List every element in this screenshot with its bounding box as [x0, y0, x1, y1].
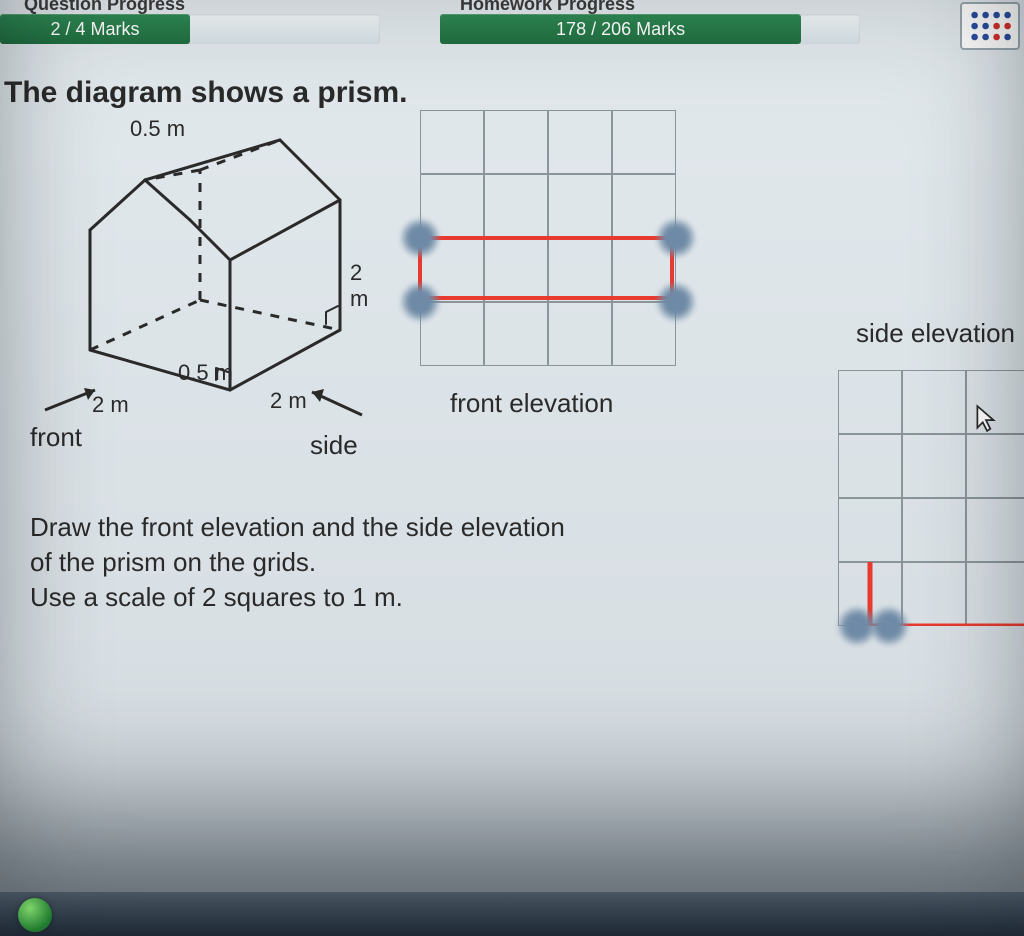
prism-diagram: 0.5 m 2 m 0.5 m 2 m 2 m front side: [30, 110, 370, 440]
drag-handle[interactable]: [656, 218, 696, 258]
side-elevation-grid[interactable]: [838, 370, 1024, 626]
question-progress-label: Question Progress: [24, 0, 185, 15]
front-elevation-answer[interactable]: [418, 236, 674, 300]
homework-progress-label: Homework Progress: [460, 0, 635, 15]
drag-handle[interactable]: [656, 282, 696, 322]
top-progress-bar: Question Progress 2 / 4 Marks Homework P…: [0, 0, 1024, 48]
front-arrow-label: front: [30, 422, 82, 453]
dim-top: 0.5 m: [130, 116, 185, 142]
front-elevation-grid[interactable]: [420, 110, 676, 366]
homework-progress-track: 178 / 206 Marks: [440, 14, 860, 44]
instruction-line-3: Use a scale of 2 squares to 1 m.: [30, 580, 565, 615]
taskbar: [0, 892, 1024, 936]
question-title: The diagram shows a prism.: [4, 76, 407, 110]
instruction-line-1: Draw the front elevation and the side el…: [30, 510, 565, 545]
question-content: The diagram shows a prism.: [0, 70, 1024, 936]
drag-handle[interactable]: [869, 606, 909, 646]
uk-flag-icon: [968, 9, 1012, 43]
drag-handle[interactable]: [400, 282, 440, 322]
homework-progress-fill: 178 / 206 Marks: [440, 14, 801, 44]
side-elevation-label: side elevation: [856, 318, 1015, 349]
flag-button[interactable]: [960, 2, 1020, 50]
dim-height: 2 m: [350, 260, 370, 312]
start-button[interactable]: [18, 898, 52, 932]
instruction-line-2: of the prism on the grids.: [30, 545, 565, 580]
question-progress-fill: 2 / 4 Marks: [0, 14, 190, 44]
drag-handle[interactable]: [400, 218, 440, 258]
instruction-text: Draw the front elevation and the side el…: [30, 510, 565, 615]
question-marks-text: 2 / 4 Marks: [50, 19, 139, 40]
side-arrow-label: side: [310, 430, 358, 461]
homework-marks-text: 178 / 206 Marks: [556, 19, 685, 40]
cursor-icon: [975, 404, 997, 432]
question-progress-track: 2 / 4 Marks: [0, 14, 380, 44]
math-question-screen: Question Progress 2 / 4 Marks Homework P…: [0, 0, 1024, 936]
front-elevation-label: front elevation: [450, 388, 613, 419]
